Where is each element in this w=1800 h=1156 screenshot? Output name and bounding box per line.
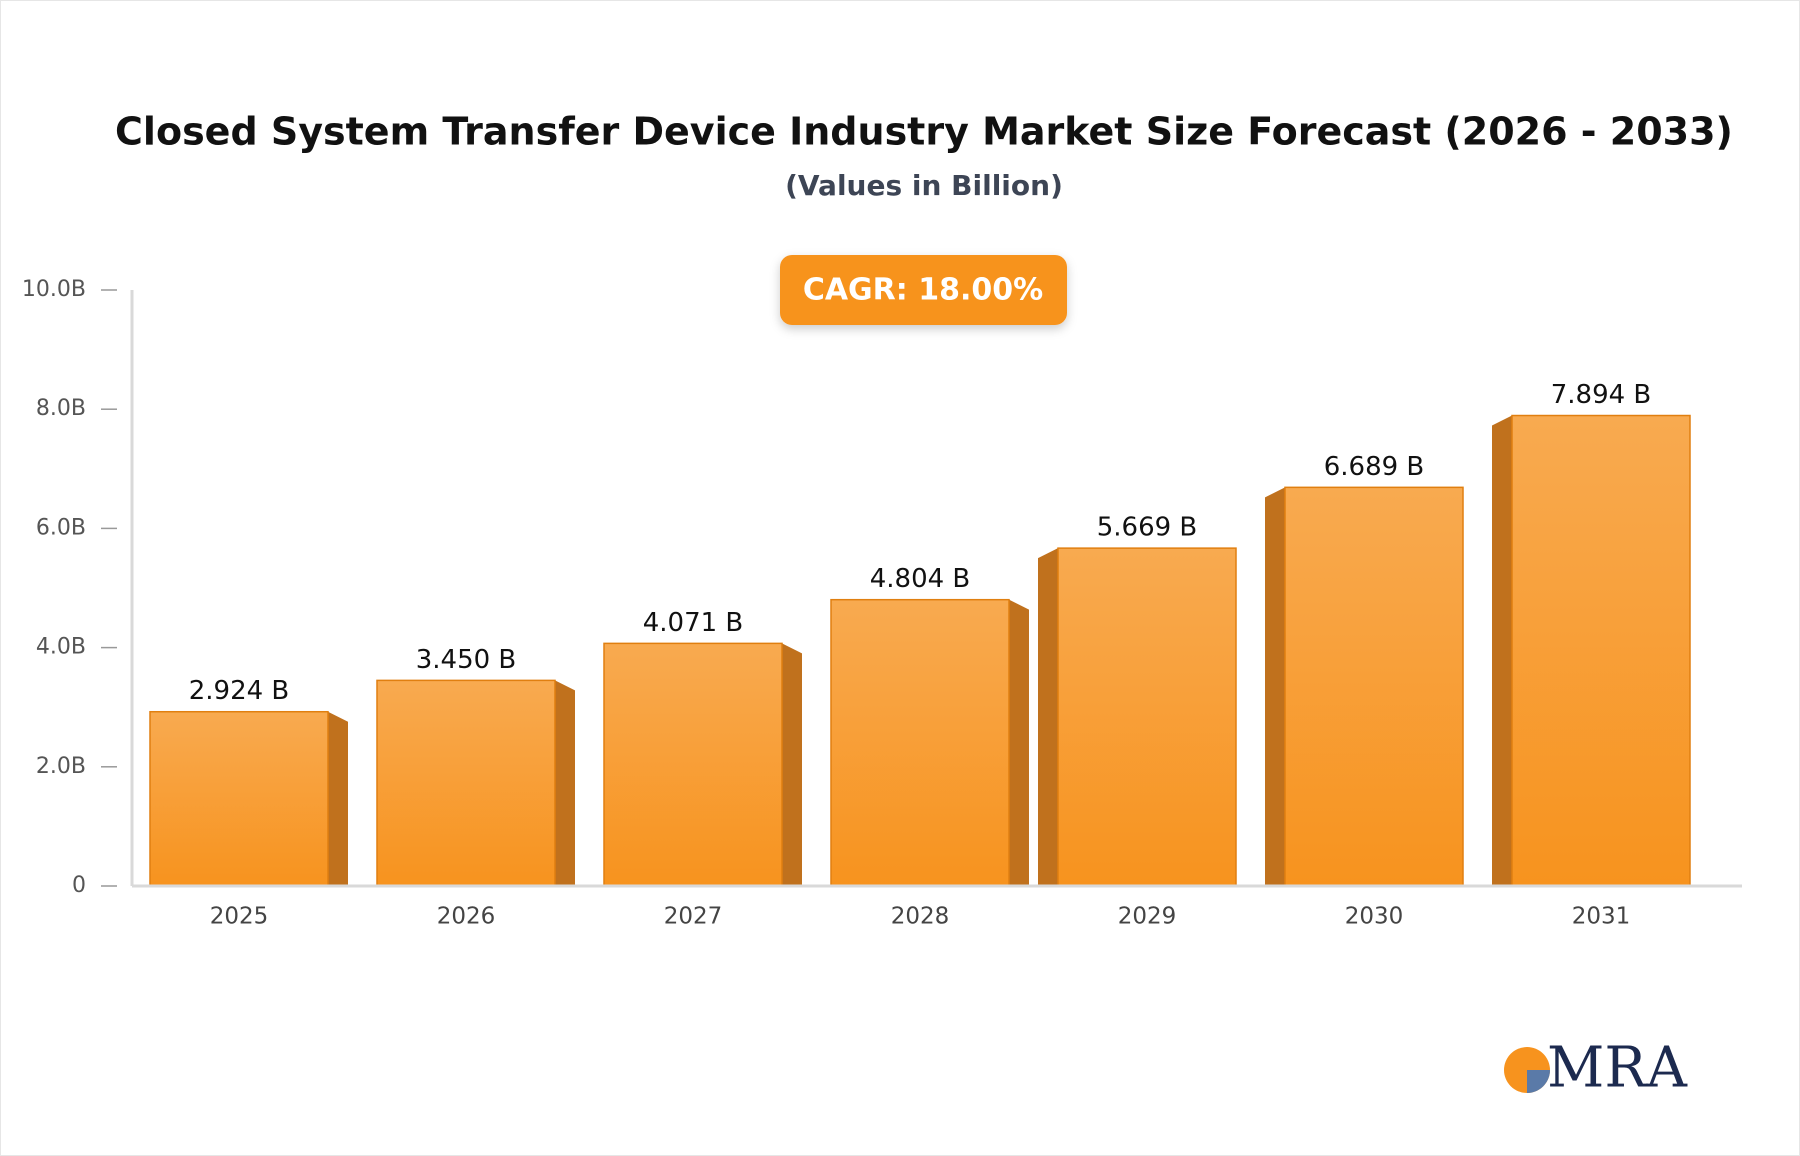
bar [1057,547,1237,887]
y-tick-label: 2.0B [36,754,86,779]
cagr-label: CAGR: 18.00% [803,273,1043,308]
bar-side [1009,599,1029,886]
value-label: 2.924 B [189,676,290,706]
bar-side [1038,548,1058,886]
x-tick-label: 2025 [210,904,269,930]
value-label: 5.669 B [1097,513,1198,543]
x-tick-label: 2031 [1572,904,1631,930]
y-tick-label: 6.0B [36,515,86,540]
cagr-badge [780,255,1067,325]
bar-side [555,680,575,886]
value-label: 6.689 B [1324,452,1425,482]
bar-side [1265,487,1285,886]
bar [149,710,329,887]
x-tick-label: 2030 [1345,904,1404,930]
bar [1284,486,1464,887]
logo-icon [1527,1070,1550,1093]
y-tick-label: 4.0B [36,635,86,660]
x-tick-label: 2029 [1118,904,1177,930]
logo: MRA [1504,1036,1688,1101]
bar-side [782,643,802,886]
bar-side [328,711,348,886]
bar-side [1492,415,1512,886]
value-label: 4.804 B [870,564,971,594]
value-label: 3.450 B [416,645,517,675]
bar [603,642,783,887]
value-label: 4.071 B [643,608,744,638]
chart-title: Closed System Transfer Device Industry M… [115,110,1733,154]
x-tick-label: 2028 [891,904,950,930]
y-tick-label: 0 [72,873,86,898]
x-tick-label: 2026 [437,904,496,930]
y-tick-label: 10.0B [22,277,86,302]
bar [1511,414,1691,887]
bar [830,598,1010,887]
y-tick-label: 8.0B [36,396,86,421]
chart-subtitle: (Values in Billion) [785,169,1063,202]
bar [376,679,556,887]
value-label: 7.894 B [1551,380,1652,410]
x-tick-label: 2027 [664,904,723,930]
logo-text: MRA [1547,1036,1688,1101]
